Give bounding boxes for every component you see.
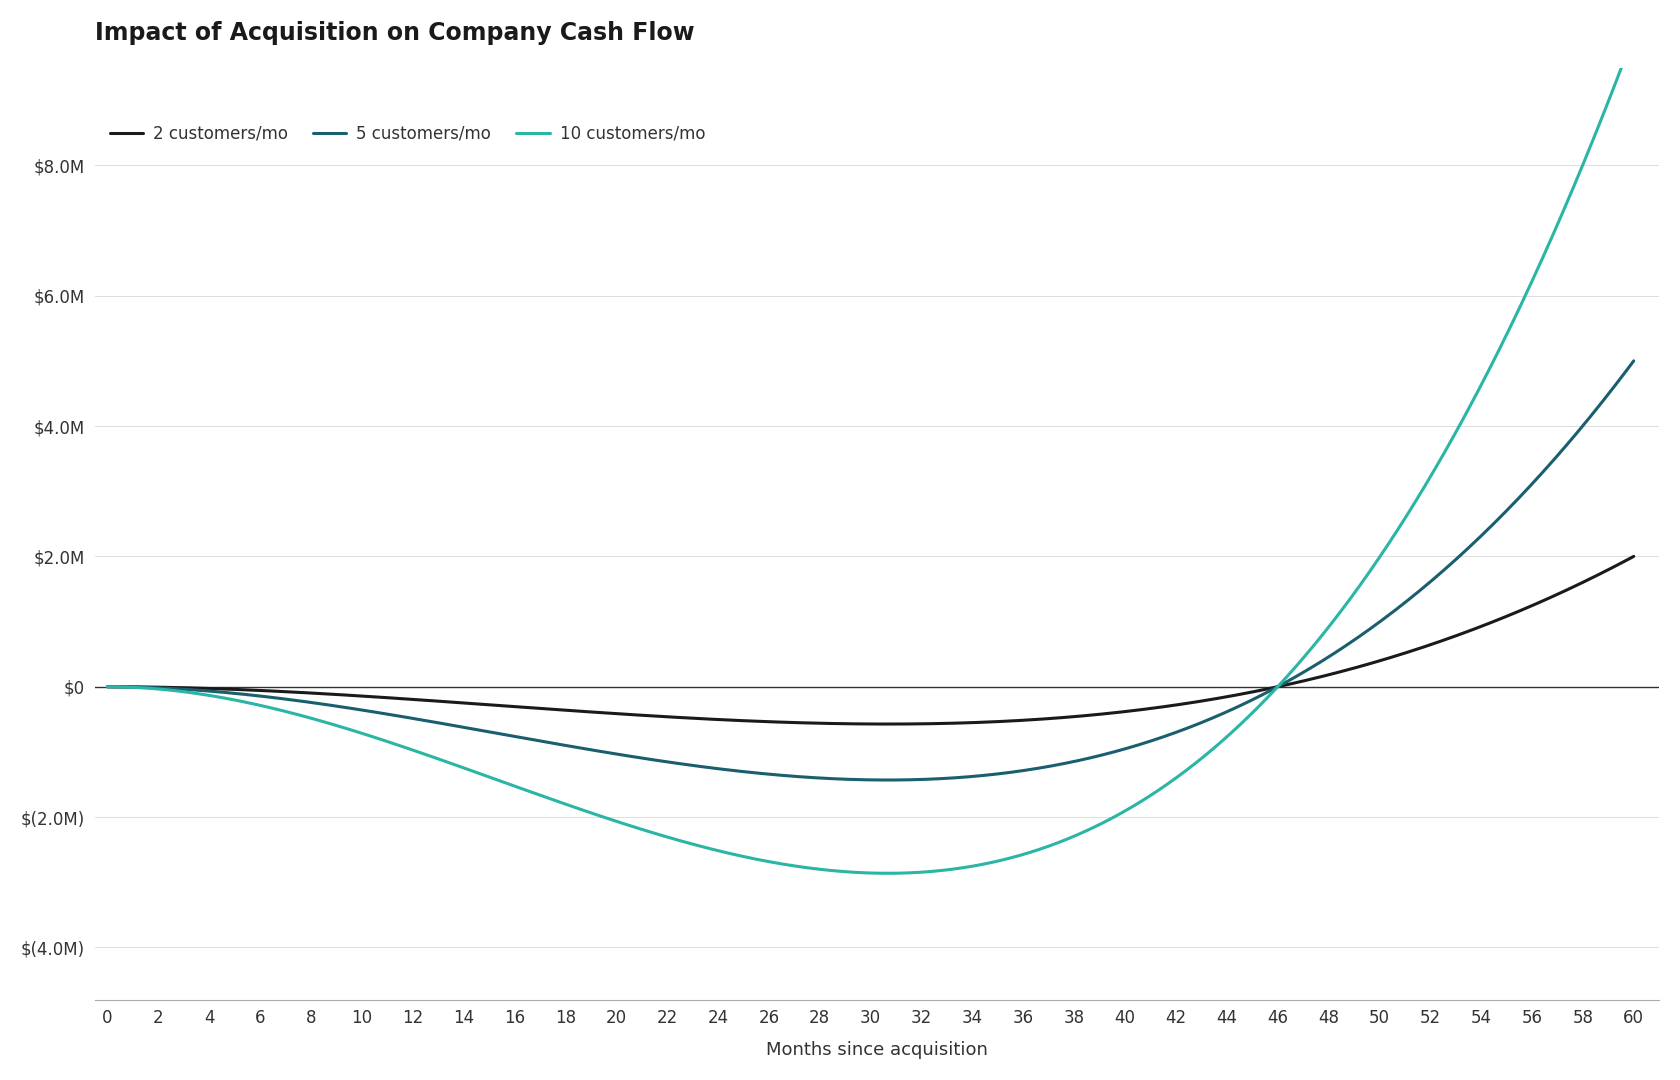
Line: 5 customers/mo: 5 customers/mo <box>108 361 1633 780</box>
Line: 2 customers/mo: 2 customers/mo <box>108 556 1633 724</box>
5 customers/mo <box>714 764 734 777</box>
10 customers/mo <box>1289 657 1309 670</box>
10 customers/mo <box>1317 623 1337 636</box>
5 customers/mo <box>1623 354 1643 367</box>
10 customers/mo <box>254 700 274 713</box>
5 customers/mo <box>879 773 899 786</box>
5 customers/mo <box>1289 669 1309 681</box>
2 customers/mo <box>1623 550 1643 563</box>
2 customers/mo <box>1317 669 1337 681</box>
10 customers/mo <box>879 867 899 880</box>
2 customers/mo <box>879 717 899 730</box>
10 customers/mo <box>97 680 118 693</box>
2 customers/mo <box>714 714 734 727</box>
X-axis label: Months since acquisition: Months since acquisition <box>766 1041 988 1059</box>
5 customers/mo <box>254 690 274 703</box>
5 customers/mo <box>1317 651 1337 664</box>
10 customers/mo <box>1623 28 1643 41</box>
Line: 10 customers/mo: 10 customers/mo <box>108 35 1633 874</box>
Legend: 2 customers/mo, 5 customers/mo, 10 customers/mo: 2 customers/mo, 5 customers/mo, 10 custo… <box>102 118 712 149</box>
2 customers/mo <box>254 684 274 697</box>
2 customers/mo <box>769 716 790 729</box>
5 customers/mo <box>1147 732 1168 745</box>
2 customers/mo <box>97 680 118 693</box>
10 customers/mo <box>714 846 734 859</box>
10 customers/mo <box>769 858 790 870</box>
10 customers/mo <box>1147 785 1168 798</box>
Text: Impact of Acquisition on Company Cash Flow: Impact of Acquisition on Company Cash Fl… <box>94 21 694 45</box>
2 customers/mo <box>1289 675 1309 688</box>
5 customers/mo <box>97 680 118 693</box>
2 customers/mo <box>1147 701 1168 714</box>
5 customers/mo <box>769 769 790 782</box>
